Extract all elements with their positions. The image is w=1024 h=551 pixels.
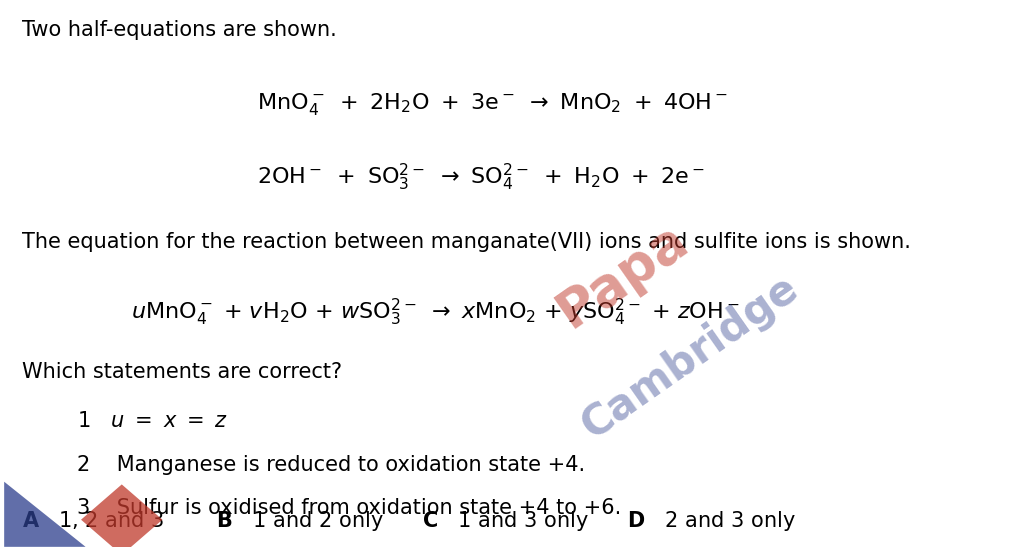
Text: $\mathsf{2OH^- \ + \ SO_3^{2-} \ \rightarrow \ SO_4^{2-} \ + \ H_2O \ + \ 2e^-}$: $\mathsf{2OH^- \ + \ SO_3^{2-} \ \righta… xyxy=(257,161,706,193)
Text: $\mathit{u}\mathsf{MnO_4^-} \ \mathsf{+} \ \mathit{v}\mathsf{H_2O} \ \mathsf{+} : $\mathit{u}\mathsf{MnO_4^-} \ \mathsf{+}… xyxy=(131,297,739,328)
Text: $\mathsf{1} \quad \mathit{u}\ \mathsf{=}\ \mathit{x}\ \mathsf{=}\ \mathit{z}$: $\mathsf{1} \quad \mathit{u}\ \mathsf{=}… xyxy=(77,411,227,431)
Text: Papa: Papa xyxy=(547,212,696,339)
Polygon shape xyxy=(4,482,86,547)
Text: $\mathsf{MnO_4^- \ + \ 2H_2O \ + \ 3e^- \ \rightarrow \ MnO_2 \ + \ 4OH^-}$: $\mathsf{MnO_4^- \ + \ 2H_2O \ + \ 3e^- … xyxy=(257,91,729,117)
Polygon shape xyxy=(81,484,163,551)
Text: 2    Manganese is reduced to oxidation state +4.: 2 Manganese is reduced to oxidation stat… xyxy=(77,455,585,474)
Text: Which statements are correct?: Which statements are correct? xyxy=(23,363,342,382)
Text: Two half-equations are shown.: Two half-equations are shown. xyxy=(23,20,337,40)
Text: $\mathbf{A}$   1, 2 and 3        $\mathbf{B}$   1 and 2 only      $\mathbf{C}$  : $\mathbf{A}$ 1, 2 and 3 $\mathbf{B}$ 1 a… xyxy=(23,509,796,533)
Text: Cambridge: Cambridge xyxy=(574,267,807,447)
Text: The equation for the reaction between manganate(VII) ions and sulfite ions is sh: The equation for the reaction between ma… xyxy=(23,232,911,252)
Text: 3    Sulfur is oxidised from oxidation state +4 to +6.: 3 Sulfur is oxidised from oxidation stat… xyxy=(77,498,621,518)
